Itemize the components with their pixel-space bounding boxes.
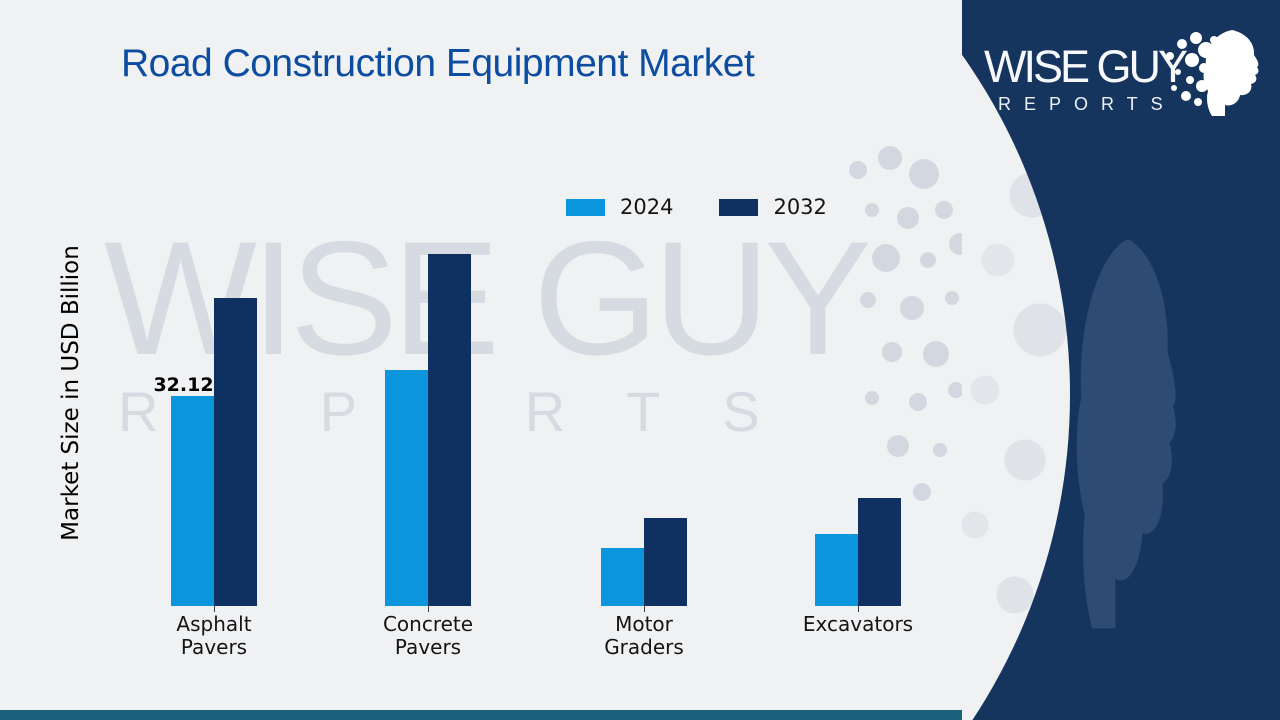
brand-logo: WISE GUY REPORTS: [984, 41, 1188, 115]
x-axis-tick: [214, 606, 215, 612]
bar-2024-excavators: [815, 534, 858, 606]
bar-2024-concrete-pavers: [385, 369, 428, 606]
brand-logo-wiseguy-text: WISE GUY: [984, 41, 1188, 92]
footer-accent-bar: [0, 710, 962, 720]
chart-title: Road Construction Equipment Market: [121, 42, 755, 85]
legend-item-2024: 2024: [566, 195, 673, 219]
category-label-asphalt-pavers: Asphalt Pavers: [176, 612, 252, 659]
bar-2032-excavators: [858, 498, 901, 606]
x-axis-tick: [428, 606, 429, 612]
brand-logo-reports-text: REPORTS: [998, 94, 1176, 114]
legend-swatch-2032: [719, 198, 759, 216]
bar-2032-motor-graders: [644, 518, 687, 606]
legend-label-2024: 2024: [620, 195, 674, 219]
chart-legend: 2024 2032: [566, 195, 827, 219]
x-axis-tick: [644, 606, 645, 612]
legend-item-2032: 2032: [719, 195, 827, 219]
head-profile-silhouette: [1076, 239, 1176, 629]
head-profile-icon: [1166, 30, 1259, 116]
legend-swatch-2024: [566, 198, 605, 216]
bar-2024-motor-graders: [601, 548, 644, 606]
watermark-dots: [849, 146, 971, 501]
bar-2032-asphalt-pavers: [214, 298, 257, 606]
bar-2032-concrete-pavers: [428, 254, 471, 606]
bar-chart-plot-area: Asphalt Pavers Concrete Pavers Motor Graders E…: [153, 254, 914, 659]
brand-panel: WISE GUY REPORTS: [962, 0, 1280, 720]
bar-value-label: 32.12: [153, 373, 214, 396]
category-label-concrete-pavers: Concrete Pavers: [382, 612, 474, 659]
category-label-motor-graders: Motor Graders: [604, 612, 684, 659]
x-axis-tick: [858, 606, 859, 612]
legend-label-2032: 2032: [773, 195, 827, 219]
category-label-excavators: Excavators: [802, 612, 914, 636]
bar-2024-asphalt-pavers: [171, 395, 214, 606]
